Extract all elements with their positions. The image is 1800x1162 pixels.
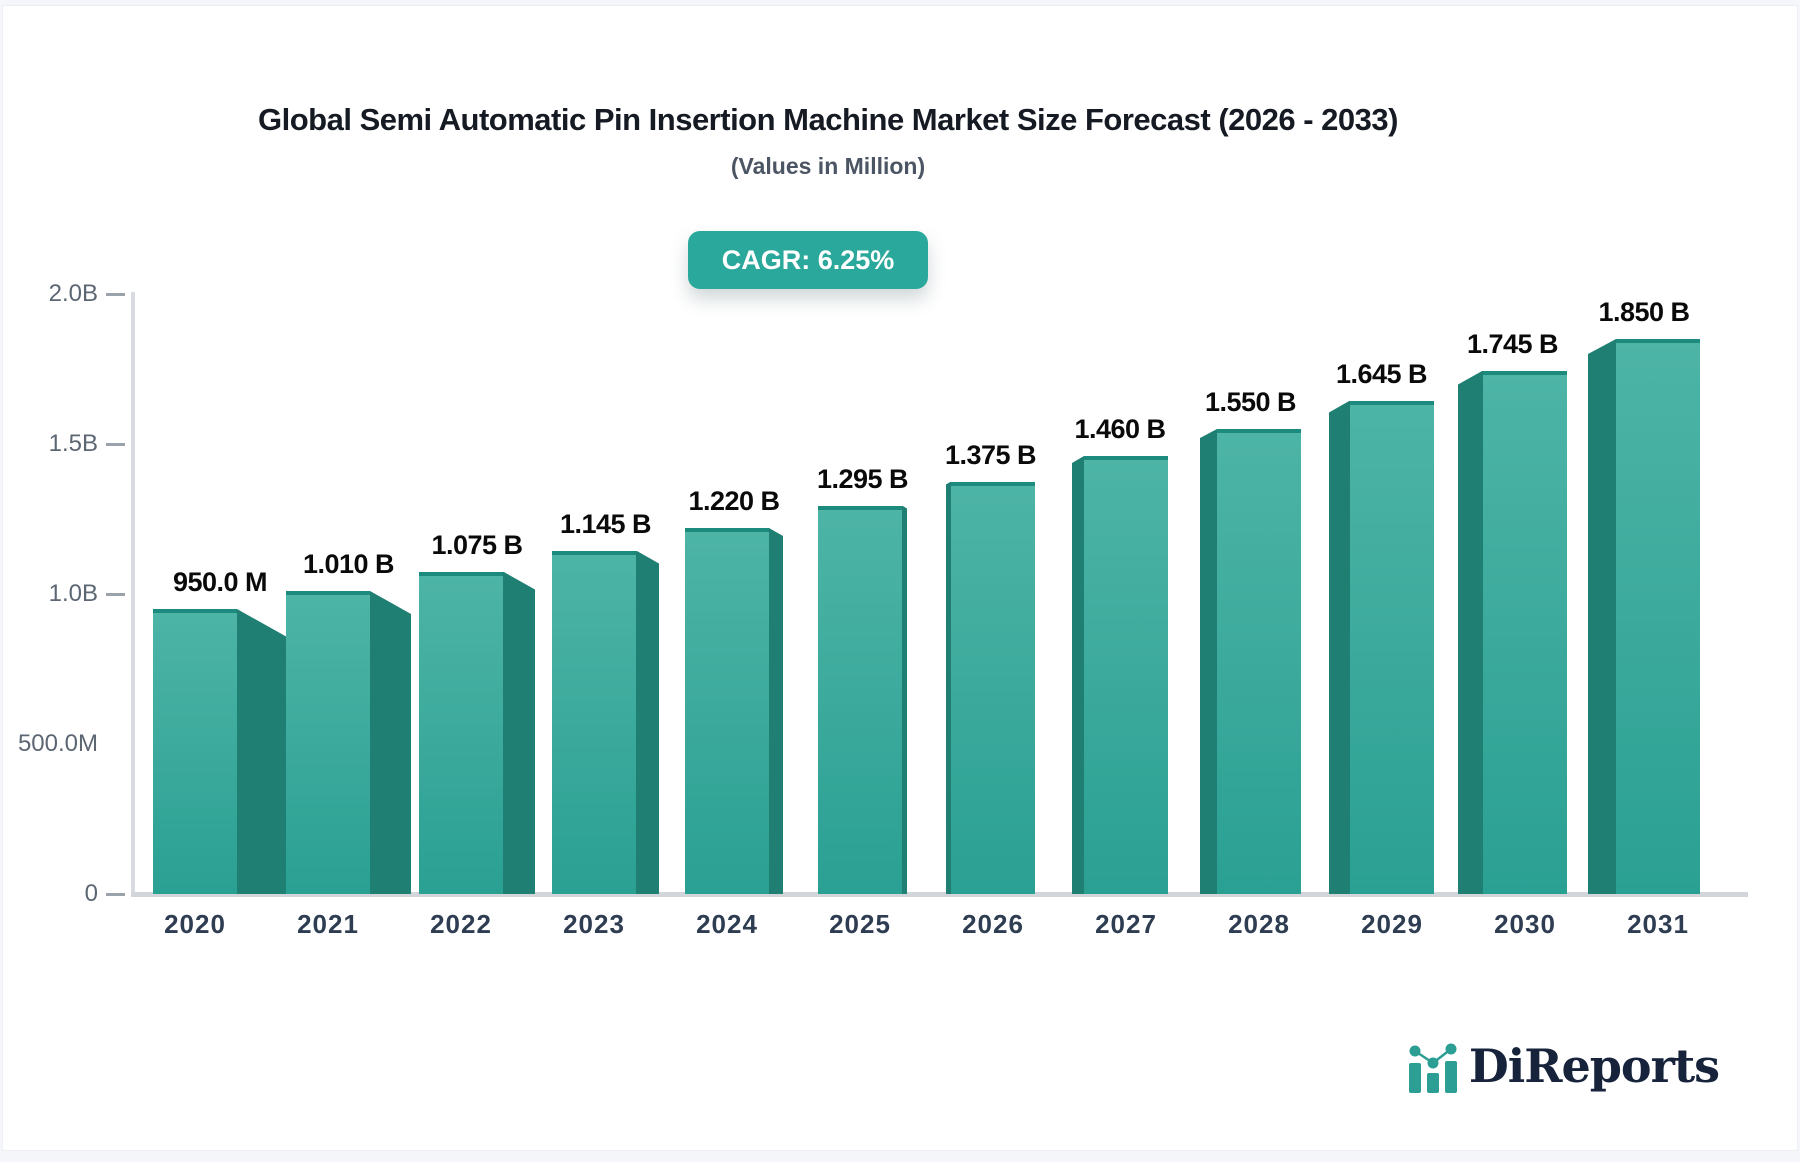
bar-value-label: 1.220 B xyxy=(688,486,780,516)
bar-value-label: 1.645 B xyxy=(1335,358,1428,389)
bar-side-face xyxy=(370,591,411,894)
bar-2025 xyxy=(818,505,902,894)
bar-value-label: 1.375 B xyxy=(944,439,1037,470)
x-axis-label-2022: 2022 xyxy=(430,909,492,939)
bar-side-face xyxy=(1458,370,1483,894)
brand-logo-text: DiReports xyxy=(1468,1039,1720,1093)
x-axis-baseline xyxy=(131,892,1748,897)
x-axis-label-2031: 2031 xyxy=(1627,909,1689,939)
bar-side-face xyxy=(1588,339,1616,894)
y-axis-tick-label: 0 xyxy=(84,880,98,907)
bar-side-face xyxy=(1200,429,1217,894)
bar-value-label: 1.550 B xyxy=(1204,387,1297,417)
bar-2028 xyxy=(1217,429,1301,894)
y-axis-tick-mark xyxy=(106,593,125,596)
bar-2024 xyxy=(685,528,769,894)
bar-value-label: 1.075 B xyxy=(431,529,523,560)
bar-2029 xyxy=(1350,400,1434,894)
brand-logo: DiReports xyxy=(1407,1034,1720,1098)
bar-2020 xyxy=(153,609,237,894)
bar-2027 xyxy=(1084,456,1168,894)
x-axis-label-2020: 2020 xyxy=(164,909,226,939)
bar-value-label: 1.010 B xyxy=(302,549,395,579)
y-axis-tick-label: 1.0B xyxy=(48,580,98,607)
bar-side-face xyxy=(503,571,535,894)
x-axis-label-2023: 2023 xyxy=(563,909,625,939)
x-axis-label-2025: 2025 xyxy=(829,909,891,939)
bar-value-label: 1.850 B xyxy=(1598,297,1690,327)
bar-2026 xyxy=(951,481,1035,894)
chart-title: Global Semi Automatic Pin Insertion Mach… xyxy=(258,102,1398,137)
bar-side-face xyxy=(237,609,287,894)
x-axis-label-2030: 2030 xyxy=(1494,909,1556,939)
bar-2030 xyxy=(1483,370,1567,894)
x-axis-label-2028: 2028 xyxy=(1228,909,1290,939)
y-axis-tick-label: 1.5B xyxy=(48,430,98,457)
x-axis-label-2026: 2026 xyxy=(962,909,1024,939)
cagr-badge-label: CAGR: 6.25% xyxy=(721,244,895,275)
x-axis-label-2027: 2027 xyxy=(1095,909,1157,939)
x-axis-label-2021: 2021 xyxy=(297,909,359,939)
chart-subtitle: (Values in Million) xyxy=(730,153,926,179)
bar-side-face xyxy=(902,505,907,894)
bar-value-label: 1.145 B xyxy=(559,508,652,539)
bar-2021 xyxy=(286,591,370,894)
y-axis-tick-mark xyxy=(106,293,125,296)
bar-side-face xyxy=(636,550,659,894)
y-axis-tick-label: 500.0M xyxy=(17,730,98,757)
y-axis-tick-mark xyxy=(106,893,125,896)
bar-side-face xyxy=(1329,400,1350,894)
y-axis-tick-label: 2.0B xyxy=(48,280,98,307)
bar-value-label: 1.745 B xyxy=(1466,328,1559,359)
direports-bar-chart-icon xyxy=(1408,1043,1457,1093)
bar-2023 xyxy=(552,550,636,894)
y-axis-line xyxy=(131,292,135,896)
bar-value-label: 950.0 M xyxy=(172,567,268,597)
y-axis-tick-mark xyxy=(106,443,125,446)
bar-2031 xyxy=(1616,339,1700,894)
bar-value-label: 1.295 B xyxy=(816,463,909,494)
bar-2022 xyxy=(419,571,503,894)
cagr-badge: CAGR: 6.25% xyxy=(688,231,928,289)
x-axis-label-2029: 2029 xyxy=(1361,909,1423,939)
bar-value-label: 1.460 B xyxy=(1074,414,1166,444)
bar-side-face xyxy=(946,481,951,894)
bar-side-face xyxy=(769,528,783,894)
bar-chart-plot-area: 2.0B 1.5B 1.0B 500.0M 0 950.0 M 2020 1.010 B 202… xyxy=(3,6,1800,1162)
bar-side-face xyxy=(1072,456,1084,894)
chart-card: Global Semi Automatic Pin Insertion Mach… xyxy=(2,5,1798,1151)
x-axis-label-2024: 2024 xyxy=(696,909,758,939)
